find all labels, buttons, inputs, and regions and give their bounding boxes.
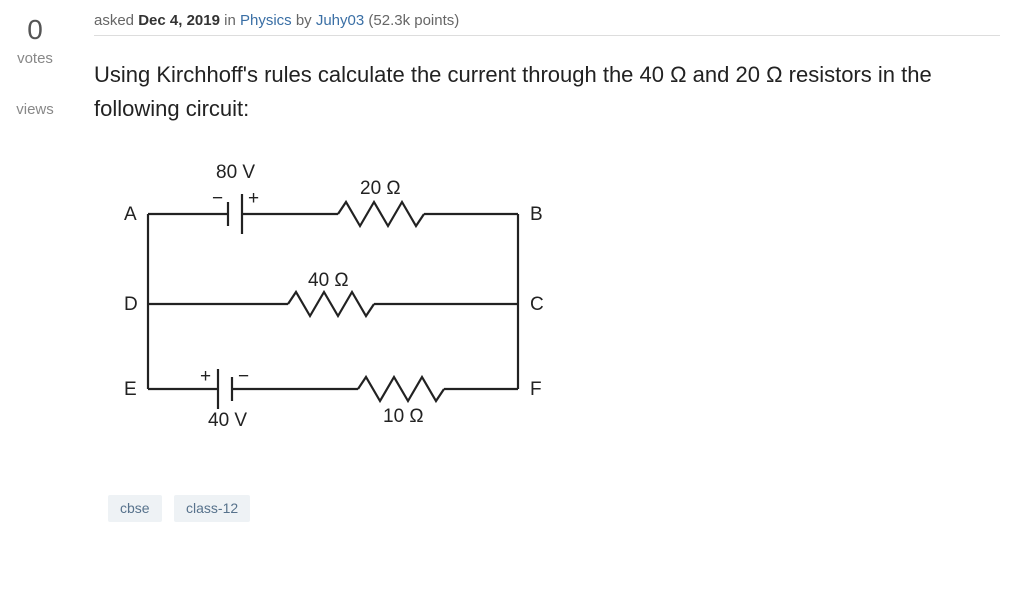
tag-row: cbse class-12	[108, 495, 1000, 522]
r3-label: 10 Ω	[383, 406, 424, 427]
r2-label: 40 Ω	[308, 270, 349, 291]
node-c: C	[530, 294, 544, 315]
user-link[interactable]: Juhy03	[316, 12, 364, 29]
vote-column: 0 votes views	[0, 12, 70, 522]
question-meta: asked Dec 4, 2019 in Physics by Juhy03 (…	[94, 12, 1000, 36]
v1-plus: +	[248, 188, 259, 209]
node-a: A	[124, 204, 137, 225]
views-label: views	[0, 101, 70, 118]
v1-label: 80 V	[216, 162, 255, 183]
asked-label: asked	[94, 12, 134, 29]
vote-count: 0	[0, 16, 70, 44]
question-page: 0 votes views asked Dec 4, 2019 in Physi…	[0, 0, 1024, 522]
user-points: (52.3k points)	[368, 12, 459, 29]
node-e: E	[124, 379, 137, 400]
v2-label: 40 V	[208, 410, 247, 431]
vote-label: votes	[0, 50, 70, 67]
v2-plus: +	[200, 366, 211, 387]
node-d: D	[124, 294, 138, 315]
in-label: in	[224, 12, 236, 29]
node-b: B	[530, 204, 543, 225]
tag-cbse[interactable]: cbse	[108, 495, 162, 522]
v2-minus: −	[238, 366, 249, 387]
circuit-diagram: 80 V − + 20 Ω 40 Ω 10 Ω + − 40 V A B C D…	[108, 154, 1000, 439]
question-text: Using Kirchhoff's rules calculate the cu…	[94, 58, 1000, 126]
tag-class12[interactable]: class-12	[174, 495, 250, 522]
main-column: asked Dec 4, 2019 in Physics by Juhy03 (…	[70, 12, 1024, 522]
r1-label: 20 Ω	[360, 178, 401, 199]
v1-minus: −	[212, 188, 223, 209]
node-f: F	[530, 379, 542, 400]
category-link[interactable]: Physics	[240, 12, 292, 29]
asked-date: Dec 4, 2019	[138, 12, 220, 29]
by-label: by	[296, 12, 312, 29]
